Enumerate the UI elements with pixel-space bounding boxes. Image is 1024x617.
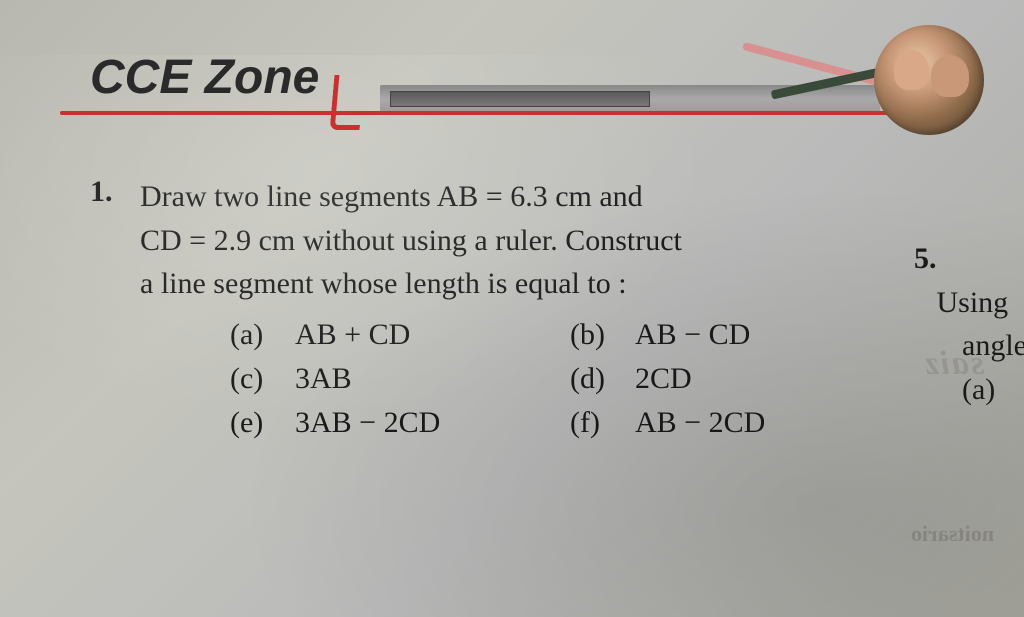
option-f-label: (f)	[570, 406, 635, 440]
option-e-label: (e)	[230, 406, 295, 440]
question-text: Draw two line segments AB = 6.3 cm and C…	[140, 175, 1004, 306]
option-b-text: AB − CD	[635, 318, 750, 352]
options-grid: (a) AB + CD (b) AB − CD (c) 3AB (d) 2CD …	[230, 318, 1004, 440]
option-f-text: AB − 2CD	[635, 406, 765, 440]
question-number: 1.	[90, 175, 140, 209]
bracket-decoration	[330, 75, 365, 130]
bleed-through-text-1: saiz	[923, 345, 984, 383]
option-e: (e) 3AB − 2CD	[230, 406, 570, 440]
right-column-partial: 5. Using angle (a)	[914, 237, 1024, 411]
option-c-text: 3AB	[295, 362, 352, 396]
header-banner: CCE Zone	[90, 55, 964, 145]
option-b-label: (b)	[570, 318, 635, 352]
question-line-1: Draw two line segments AB = 6.3 cm and	[140, 180, 643, 213]
section-title: CCE Zone	[90, 50, 319, 105]
question-content: 1. Draw two line segments AB = 6.3 cm an…	[90, 175, 1004, 440]
option-e-text: 3AB − 2CD	[295, 406, 440, 440]
option-d-text: 2CD	[635, 362, 692, 396]
question-row: 1. Draw two line segments AB = 6.3 cm an…	[90, 175, 1004, 306]
option-b: (b) AB − CD	[570, 318, 910, 352]
red-underline	[60, 111, 960, 115]
option-d: (d) 2CD	[570, 362, 910, 396]
option-a-text: AB + CD	[295, 318, 410, 352]
ruler-bar-inner	[390, 91, 650, 107]
option-c: (c) 3AB	[230, 362, 570, 396]
option-c-label: (c)	[230, 362, 295, 396]
question-5-word1: Using	[937, 286, 1009, 319]
question-5-number: 5.	[914, 242, 937, 275]
option-f: (f) AB − 2CD	[570, 406, 910, 440]
option-a: (a) AB + CD	[230, 318, 570, 352]
kids-illustration-icon	[874, 25, 984, 135]
option-a-label: (a)	[230, 318, 295, 352]
question-line-2: CD = 2.9 cm without using a ruler. Const…	[140, 224, 682, 257]
question-line-3: a line segment whose length is equal to …	[140, 267, 627, 300]
bleed-through-text-2: noitsario	[911, 521, 994, 547]
option-d-label: (d)	[570, 362, 635, 396]
